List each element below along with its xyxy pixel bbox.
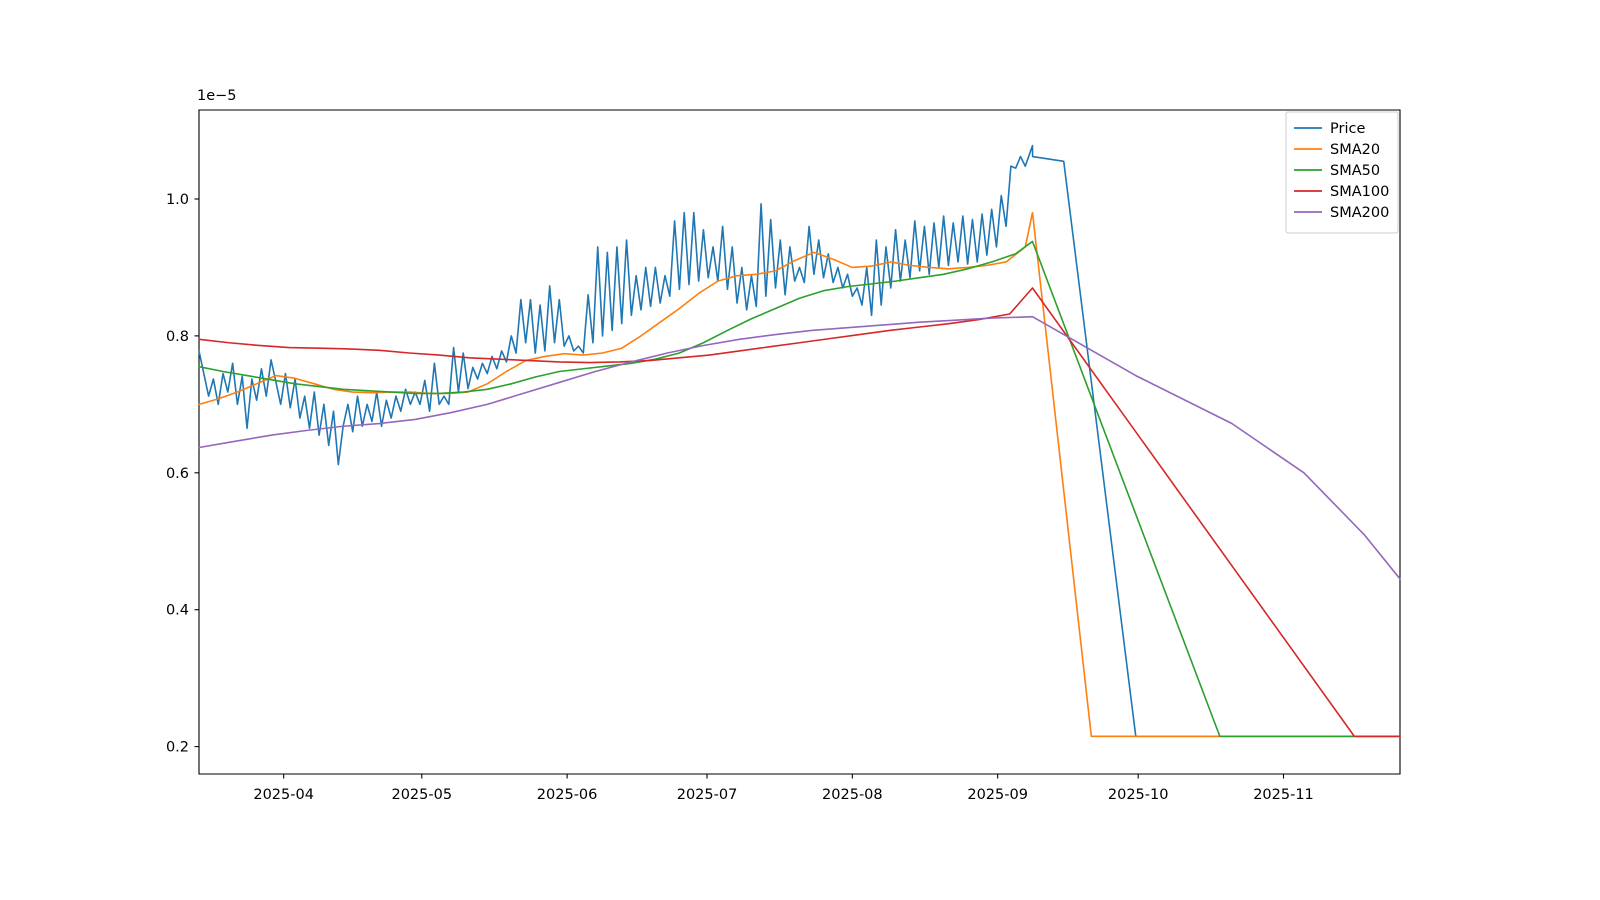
x-tick-label: 2025-09 <box>967 787 1028 803</box>
y-tick-label: 0.4 <box>166 603 189 619</box>
y-offset-text: 1e−5 <box>197 88 237 104</box>
axes-spines <box>198 109 1401 775</box>
x-tick-label: 2025-06 <box>537 787 598 803</box>
x-tick-label: 2025-10 <box>1108 787 1169 803</box>
data-series <box>198 144 1401 738</box>
x-tick-label: 2025-11 <box>1253 787 1314 803</box>
y-tick-label: 0.6 <box>166 466 189 482</box>
x-tick-label: 2025-08 <box>822 787 883 803</box>
y-tick-label: 1.0 <box>166 192 189 208</box>
y-axis-offset-text: 1e−5 <box>197 88 237 104</box>
x-tick-label: 2025-07 <box>677 787 738 803</box>
series-line-sma200 <box>198 315 1401 580</box>
axes <box>198 109 1401 775</box>
series-line-sma100 <box>198 287 1401 738</box>
y-tick-labels: 0.2 0.4 0.6 0.8 1.0 <box>166 192 189 756</box>
chart-legend[interactable]: Price SMA20 SMA50 SMA100 SMA200 <box>1285 111 1399 234</box>
series-line-price <box>198 144 1401 738</box>
legend-label-sma20: SMA20 <box>1330 142 1380 158</box>
axis-ticks <box>194 198 1285 779</box>
x-tick-labels: 2025-04 2025-05 2025-06 2025-07 2025-08 2025-… <box>253 787 1313 803</box>
legend-label-price: Price <box>1330 121 1365 137</box>
series-line-sma50 <box>198 240 1401 738</box>
x-tick-label: 2025-05 <box>391 787 452 803</box>
legend-frame <box>1285 111 1399 234</box>
legend-label-sma100: SMA100 <box>1330 184 1389 200</box>
y-tick-label: 0.2 <box>166 740 189 756</box>
x-tick-label: 2025-04 <box>253 787 314 803</box>
legend-label-sma50: SMA50 <box>1330 163 1380 179</box>
y-tick-label: 0.8 <box>166 329 189 345</box>
legend-label-sma200: SMA200 <box>1330 205 1389 221</box>
